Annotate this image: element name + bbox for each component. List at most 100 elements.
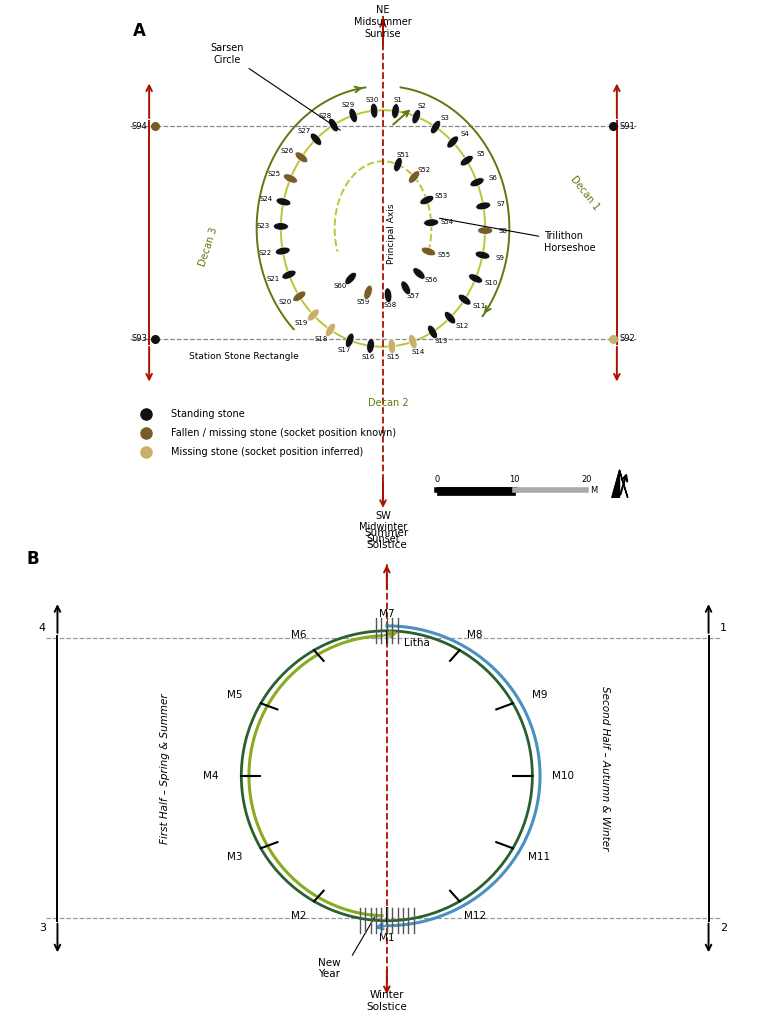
Text: M3: M3	[227, 852, 242, 862]
Text: S28: S28	[318, 113, 332, 119]
Text: S16: S16	[362, 353, 375, 359]
Ellipse shape	[345, 272, 356, 285]
Text: B: B	[27, 550, 39, 567]
Text: Principal Axis: Principal Axis	[387, 204, 396, 264]
Text: M9: M9	[532, 690, 547, 699]
Ellipse shape	[283, 174, 297, 183]
Ellipse shape	[273, 222, 288, 230]
Text: S58: S58	[383, 302, 396, 308]
Ellipse shape	[408, 171, 420, 183]
Ellipse shape	[329, 118, 339, 132]
Ellipse shape	[447, 136, 459, 148]
Text: Station Stone Rectangle: Station Stone Rectangle	[189, 352, 300, 361]
Text: S14: S14	[411, 349, 424, 355]
Text: Decan 2: Decan 2	[368, 398, 409, 408]
Ellipse shape	[276, 198, 291, 206]
Text: Missing stone (socket position inferred): Missing stone (socket position inferred)	[171, 446, 363, 457]
Text: A: A	[133, 22, 146, 40]
Ellipse shape	[421, 247, 436, 256]
Text: S6: S6	[489, 175, 498, 181]
Text: New
Year: New Year	[318, 957, 341, 979]
Text: 2: 2	[720, 924, 727, 933]
Text: S19: S19	[295, 319, 308, 326]
Text: S13: S13	[434, 338, 448, 344]
Ellipse shape	[326, 324, 336, 337]
Text: S93: S93	[132, 334, 148, 343]
Ellipse shape	[391, 103, 399, 119]
Text: Summer
Solstice: Summer Solstice	[365, 528, 409, 550]
Text: S5: S5	[476, 152, 486, 158]
Ellipse shape	[470, 178, 484, 186]
Text: 1: 1	[720, 624, 727, 633]
Text: S11: S11	[472, 303, 486, 309]
Text: S10: S10	[485, 280, 499, 286]
Text: S52: S52	[418, 167, 431, 173]
Text: Sarsen
Circle: Sarsen Circle	[211, 43, 340, 130]
Text: S53: S53	[435, 193, 448, 199]
Text: S9: S9	[496, 255, 504, 260]
Ellipse shape	[476, 202, 491, 210]
Text: M: M	[590, 486, 597, 495]
Text: S30: S30	[366, 97, 379, 103]
Text: M2: M2	[291, 911, 306, 922]
Ellipse shape	[475, 251, 490, 259]
Ellipse shape	[424, 219, 439, 226]
Text: S26: S26	[280, 147, 294, 154]
Text: First Half – Spring & Summer: First Half – Spring & Summer	[159, 693, 170, 844]
Text: S12: S12	[455, 323, 468, 329]
Ellipse shape	[307, 309, 319, 322]
Text: S57: S57	[407, 293, 420, 299]
Text: M11: M11	[529, 852, 551, 862]
Text: S56: S56	[424, 276, 437, 283]
Ellipse shape	[444, 311, 456, 324]
Text: S17: S17	[337, 347, 351, 353]
Ellipse shape	[364, 285, 372, 300]
Text: S92: S92	[620, 334, 635, 343]
Text: Second Half – Autumn & Winter: Second Half – Autumn & Winter	[600, 686, 611, 851]
Ellipse shape	[293, 291, 306, 302]
Ellipse shape	[412, 110, 421, 124]
Text: S55: S55	[437, 252, 450, 258]
Ellipse shape	[401, 281, 411, 295]
Text: S18: S18	[315, 336, 328, 342]
Text: M7: M7	[379, 608, 394, 618]
Ellipse shape	[460, 156, 473, 166]
Text: S51: S51	[396, 153, 410, 159]
Polygon shape	[612, 470, 620, 498]
Text: Litha: Litha	[404, 638, 430, 648]
Text: S25: S25	[268, 171, 281, 177]
Ellipse shape	[275, 247, 290, 255]
Text: S91: S91	[620, 122, 635, 131]
Ellipse shape	[420, 196, 434, 205]
Text: S60: S60	[333, 283, 346, 289]
Ellipse shape	[282, 270, 296, 280]
Ellipse shape	[394, 158, 402, 172]
Text: S21: S21	[266, 275, 280, 282]
Text: Decan 1: Decan 1	[568, 174, 601, 213]
Ellipse shape	[408, 334, 417, 349]
Text: S29: S29	[342, 102, 355, 109]
Ellipse shape	[349, 109, 358, 123]
Ellipse shape	[370, 103, 378, 118]
Text: S59: S59	[356, 299, 370, 304]
Ellipse shape	[295, 152, 308, 163]
Text: Fallen / missing stone (socket position known): Fallen / missing stone (socket position …	[171, 428, 396, 438]
Text: S54: S54	[440, 219, 453, 225]
Text: S15: S15	[387, 354, 400, 360]
Text: M8: M8	[467, 631, 483, 640]
Text: M1: M1	[379, 933, 394, 943]
Text: M12: M12	[464, 911, 486, 922]
Ellipse shape	[385, 288, 392, 303]
Text: SW
Midwinter
Sunset: SW Midwinter Sunset	[359, 511, 407, 544]
Text: S24: S24	[260, 197, 273, 203]
Text: S4: S4	[460, 131, 469, 137]
Text: 0: 0	[434, 475, 440, 484]
Text: Winter
Solstice: Winter Solstice	[366, 990, 408, 1012]
Text: 3: 3	[39, 924, 46, 933]
Ellipse shape	[430, 121, 440, 134]
Ellipse shape	[427, 325, 437, 339]
Text: S94: S94	[132, 122, 148, 131]
Ellipse shape	[388, 339, 396, 354]
Text: S20: S20	[278, 299, 291, 305]
Text: S8: S8	[499, 227, 507, 233]
